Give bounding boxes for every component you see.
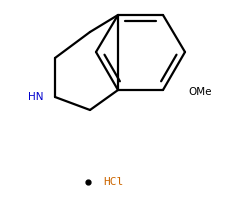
Text: HCl: HCl bbox=[103, 177, 123, 187]
Text: OMe: OMe bbox=[188, 87, 212, 97]
Text: HN: HN bbox=[28, 92, 43, 102]
